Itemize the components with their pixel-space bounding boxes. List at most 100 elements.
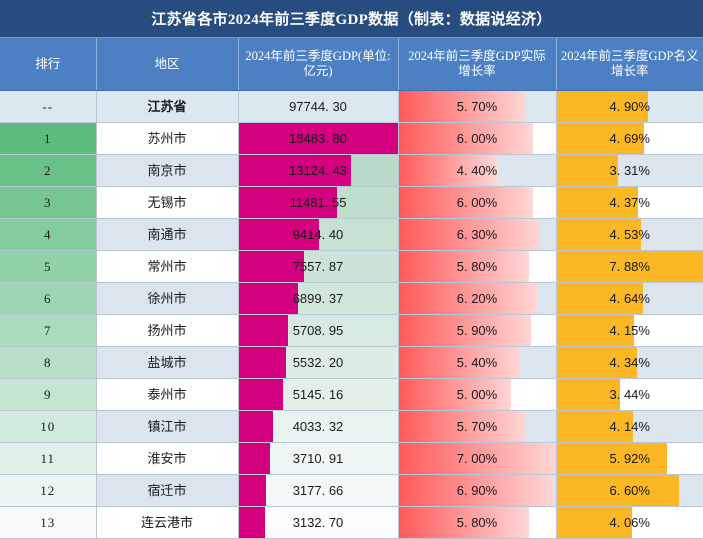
real-growth-cell[interactable]: 5. 70% [398, 411, 556, 443]
region-cell[interactable]: 南通市 [96, 219, 238, 251]
real-growth-cell[interactable]: 4. 40% [398, 155, 556, 187]
rank-cell[interactable]: 6 [0, 283, 96, 315]
rank-cell[interactable]: 8 [0, 347, 96, 379]
gdp-cell[interactable]: 5145. 16 [238, 379, 398, 411]
real-growth-cell[interactable]: 6. 00% [398, 187, 556, 219]
region-cell[interactable]: 扬州市 [96, 315, 238, 347]
gdp-cell-text: 13124. 43 [239, 156, 398, 186]
real-growth-cell[interactable]: 5. 00% [398, 379, 556, 411]
nominal-growth-cell[interactable]: 4. 64% [556, 283, 703, 315]
nominal-growth-cell-text: 3. 31% [557, 156, 703, 186]
nominal-growth-cell-text: 4. 14% [557, 412, 703, 442]
region-cell[interactable]: 连云港市 [96, 507, 238, 539]
rank-cell[interactable]: 10 [0, 411, 96, 443]
region-cell[interactable]: 徐州市 [96, 283, 238, 315]
gdp-cell[interactable]: 3710. 91 [238, 443, 398, 475]
nominal-growth-cell[interactable]: 4. 34% [556, 347, 703, 379]
gdp-cell-text: 18483. 80 [239, 124, 398, 154]
nominal-growth-cell[interactable]: 4. 15% [556, 315, 703, 347]
region-cell-text: 泰州市 [97, 380, 238, 410]
nominal-growth-cell[interactable]: 6. 60% [556, 475, 703, 507]
real-growth-cell[interactable]: 7. 00% [398, 443, 556, 475]
real-growth-cell[interactable]: 6. 20% [398, 283, 556, 315]
nominal-growth-cell[interactable]: 4. 53% [556, 219, 703, 251]
gdp-cell[interactable]: 5708. 95 [238, 315, 398, 347]
nominal-growth-cell[interactable]: 4. 14% [556, 411, 703, 443]
rank-cell[interactable]: 1 [0, 123, 96, 155]
gdp-cell[interactable]: 97744. 30 [238, 91, 398, 123]
gdp-cell[interactable]: 3177. 66 [238, 475, 398, 507]
rank-cell[interactable]: 13 [0, 507, 96, 539]
rank-cell[interactable]: 4 [0, 219, 96, 251]
region-cell[interactable]: 盐城市 [96, 347, 238, 379]
column-header-rank[interactable]: 排行 [0, 38, 96, 91]
rank-cell[interactable]: 5 [0, 251, 96, 283]
gdp-cell-text: 5145. 16 [239, 380, 398, 410]
gdp-cell[interactable]: 13124. 43 [238, 155, 398, 187]
region-cell[interactable]: 镇江市 [96, 411, 238, 443]
gdp-cell-text: 9414. 40 [239, 220, 398, 250]
gdp-cell[interactable]: 11481. 55 [238, 187, 398, 219]
real-growth-cell[interactable]: 6. 00% [398, 123, 556, 155]
rank-cell[interactable]: 9 [0, 379, 96, 411]
gdp-cell[interactable]: 18483. 80 [238, 123, 398, 155]
region-cell[interactable]: 常州市 [96, 251, 238, 283]
region-cell[interactable]: 无锡市 [96, 187, 238, 219]
column-header-nominal-growth[interactable]: 2024年前三季度GDP名义增长率 [556, 38, 703, 91]
gdp-cell-text: 5708. 95 [239, 316, 398, 346]
rank-cell-text: 5 [0, 252, 96, 282]
nominal-growth-cell[interactable]: 5. 92% [556, 443, 703, 475]
column-header-region[interactable]: 地区 [96, 38, 238, 91]
region-cell[interactable]: 宿迁市 [96, 475, 238, 507]
real-growth-cell[interactable]: 5. 80% [398, 507, 556, 539]
gdp-cell[interactable]: 5532. 20 [238, 347, 398, 379]
real-growth-cell[interactable]: 5. 70% [398, 91, 556, 123]
rank-cell[interactable]: 7 [0, 315, 96, 347]
column-header-gdp[interactable]: 2024年前三季度GDP(单位:亿元) [238, 38, 398, 91]
gdp-cell[interactable]: 7557. 87 [238, 251, 398, 283]
gdp-cell[interactable]: 3132. 70 [238, 507, 398, 539]
rank-cell[interactable]: 11 [0, 443, 96, 475]
nominal-growth-cell[interactable]: 4. 06% [556, 507, 703, 539]
column-header-real-growth[interactable]: 2024年前三季度GDP实际增长率 [398, 38, 556, 91]
region-cell[interactable]: 苏州市 [96, 123, 238, 155]
gdp-cell[interactable]: 6899. 37 [238, 283, 398, 315]
rank-cell[interactable]: 3 [0, 187, 96, 219]
rank-cell[interactable]: -- [0, 91, 96, 123]
real-growth-cell[interactable]: 5. 90% [398, 315, 556, 347]
nominal-growth-cell[interactable]: 4. 90% [556, 91, 703, 123]
region-cell[interactable]: 南京市 [96, 155, 238, 187]
real-growth-cell[interactable]: 6. 30% [398, 219, 556, 251]
nominal-growth-cell[interactable]: 4. 69% [556, 123, 703, 155]
rank-cell[interactable]: 12 [0, 475, 96, 507]
region-cell[interactable]: 泰州市 [96, 379, 238, 411]
page-title: 江苏省各市2024年前三季度GDP数据（制表：数据说经济） [0, 0, 703, 38]
nominal-growth-cell[interactable]: 3. 44% [556, 379, 703, 411]
nominal-growth-cell[interactable]: 3. 31% [556, 155, 703, 187]
real-growth-cell[interactable]: 6. 90% [398, 475, 556, 507]
real-growth-cell[interactable]: 5. 80% [398, 251, 556, 283]
nominal-growth-cell[interactable]: 4. 37% [556, 187, 703, 219]
region-cell[interactable]: 淮安市 [96, 443, 238, 475]
rank-cell[interactable]: 2 [0, 155, 96, 187]
region-cell[interactable]: 江苏省 [96, 91, 238, 123]
region-cell-text: 扬州市 [97, 316, 238, 346]
gdp-cell[interactable]: 4033. 32 [238, 411, 398, 443]
gdp-cell[interactable]: 9414. 40 [238, 219, 398, 251]
real-growth-cell[interactable]: 5. 40% [398, 347, 556, 379]
nominal-growth-cell[interactable]: 7. 88% [556, 251, 703, 283]
